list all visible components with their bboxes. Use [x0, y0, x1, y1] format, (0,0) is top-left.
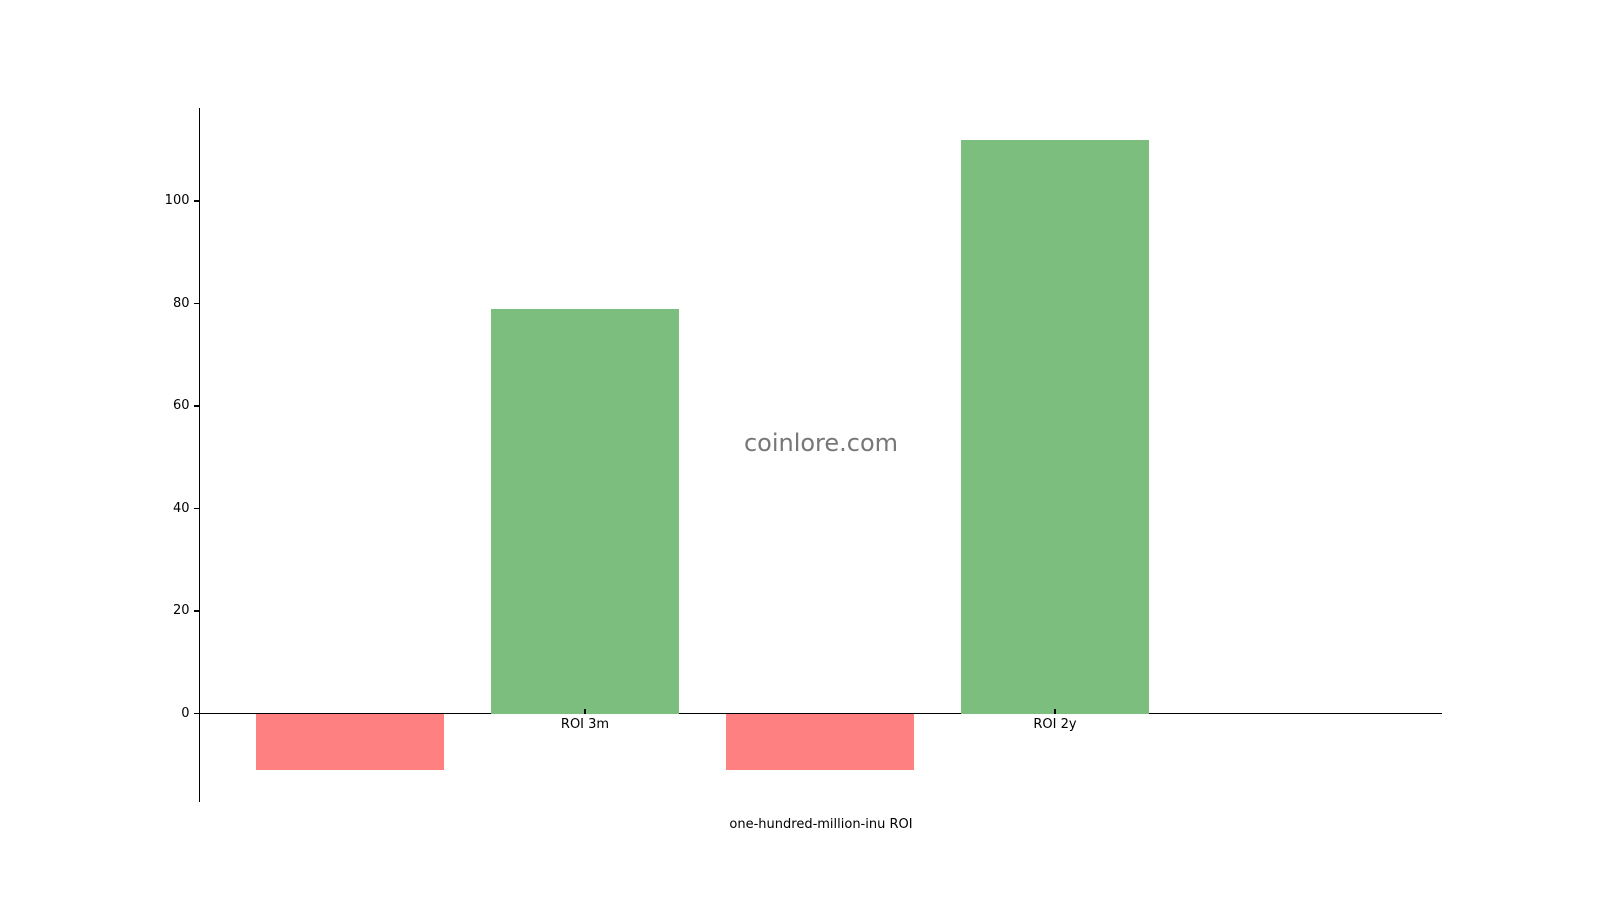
x-tick-label: ROI 3m	[560, 716, 610, 732]
y-tick-label: 20	[172, 603, 190, 619]
x-tick	[1054, 708, 1056, 714]
x-tick-label: ROI 2y	[1033, 716, 1077, 732]
y-axis-line	[198, 108, 200, 802]
y-tick-label: 0	[181, 705, 190, 721]
x-tick	[584, 708, 586, 714]
bar	[726, 713, 914, 770]
y-tick-label: 40	[172, 500, 190, 516]
bar	[256, 713, 444, 770]
y-tick	[193, 405, 199, 407]
y-tick	[193, 507, 199, 510]
y-tick-label: 100	[164, 193, 190, 209]
y-tick-label: 60	[172, 398, 190, 414]
bar	[491, 308, 679, 714]
y-tick	[193, 200, 199, 202]
y-tick-label: 80	[172, 295, 190, 311]
bar	[961, 139, 1149, 714]
y-tick	[193, 610, 199, 612]
y-tick	[193, 302, 199, 305]
chart-title: one-hundred-million-inu ROI	[729, 817, 913, 832]
y-tick	[193, 712, 199, 715]
watermark: coinlore.com	[743, 429, 899, 457]
